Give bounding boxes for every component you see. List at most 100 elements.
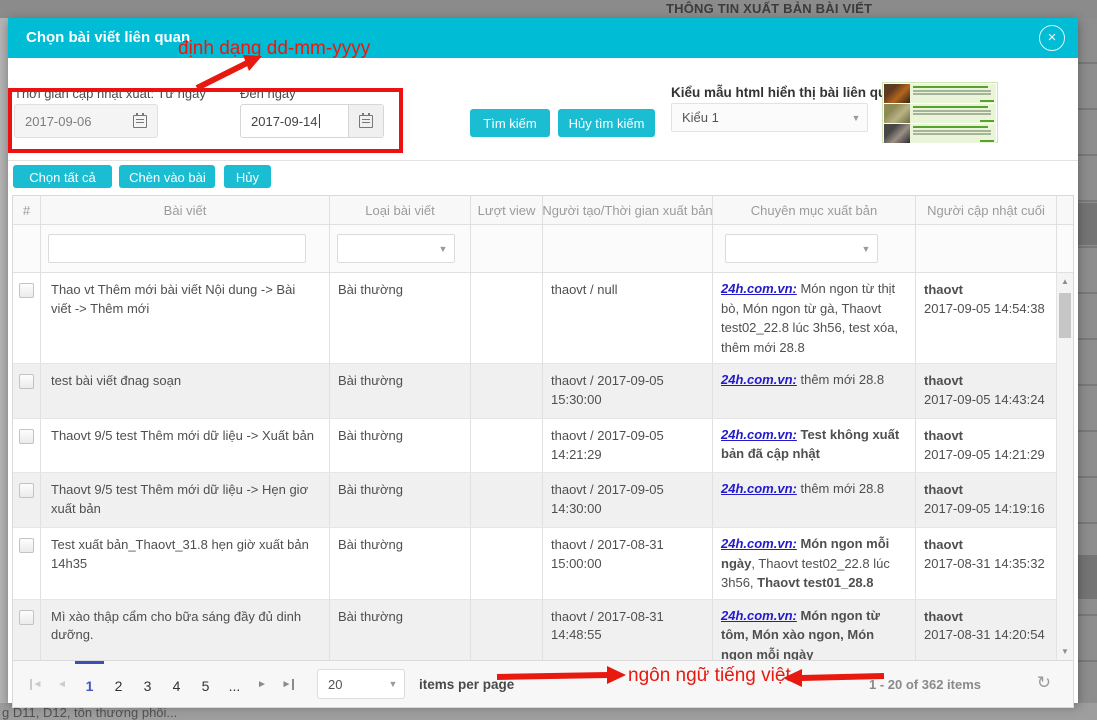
to-date-calendar-button[interactable]: [348, 105, 383, 137]
publish-category: 24h.com.vn: Món ngon từ tôm, Món xào ngo…: [712, 599, 915, 660]
background-bottom-text: g D11, D12, tổn thương phổi...: [2, 705, 178, 720]
article-views: [470, 364, 542, 418]
article-type: Bài thường: [329, 599, 470, 660]
from-date-calendar-button[interactable]: [123, 105, 157, 137]
search-button[interactable]: Tìm kiếm: [470, 109, 550, 137]
table-row[interactable]: Thaovt 9/5 test Thêm mới dữ liệu -> Xuất…: [13, 418, 1056, 474]
select-all-button[interactable]: Chọn tất cả: [13, 165, 112, 188]
column-header[interactable]: Chuyên mục xuất bản: [712, 196, 915, 224]
article-title: Mì xào thập cẩm cho bữa sáng đầy đủ dinh…: [40, 599, 329, 660]
background-page-title: THÔNG TIN XUẤT BẢN BÀI VIẾT: [666, 1, 873, 16]
row-checkbox[interactable]: [19, 483, 34, 499]
category-source-link[interactable]: 24h.com.vn:: [721, 281, 797, 296]
pager-page-1[interactable]: 1: [75, 660, 104, 708]
publish-category: 24h.com.vn: Món ngon từ thịt bò, Món ngo…: [712, 273, 915, 363]
preview-photo: [884, 84, 910, 103]
cancel-button[interactable]: Hủy: [223, 165, 271, 188]
page-size-dropdown[interactable]: 20 ▼: [317, 669, 405, 699]
pager-page-...[interactable]: ...: [228, 677, 241, 694]
filter-cell-type: ▼: [329, 225, 470, 272]
scroll-up-icon[interactable]: ▲: [1061, 277, 1069, 286]
scroll-down-icon[interactable]: ▼: [1061, 647, 1069, 656]
to-date-value[interactable]: 2017-09-14: [251, 113, 320, 129]
updater-time: 2017-08-31 14:35:32: [924, 555, 1045, 571]
table-row[interactable]: test bài viết đnag soạn Bài thường thaovt …: [13, 364, 1056, 419]
pager-page-4[interactable]: 4: [172, 677, 181, 694]
to-date-picker[interactable]: 2017-09-14: [240, 104, 384, 138]
from-date-value[interactable]: 2017-09-06: [25, 113, 92, 129]
pager-next-icon[interactable]: ►: [257, 678, 267, 690]
filter-cell-index: [13, 225, 40, 272]
vertical-scrollbar[interactable]: ▲ ▼: [1056, 273, 1073, 660]
updater-time: 2017-09-05 14:21:29: [924, 446, 1045, 462]
article-filter-input[interactable]: [48, 234, 306, 263]
pager-page-5[interactable]: 5: [201, 677, 210, 694]
insert-into-article-button[interactable]: Chèn vào bài: [119, 165, 216, 188]
refresh-icon[interactable]: ↻: [1036, 673, 1051, 692]
from-date-picker[interactable]: 2017-09-06: [14, 104, 158, 138]
article-type: Bài thường: [329, 418, 470, 473]
pager-first-icon[interactable]: ◄: [23, 678, 49, 690]
article-type: Bài thường: [329, 273, 470, 363]
updater-time: 2017-09-05 14:43:24: [924, 391, 1045, 407]
column-header[interactable]: Người tạo/Thời gian xuất bản: [542, 196, 712, 224]
background-table-row: [1078, 555, 1097, 599]
row-checkbox-cell: [13, 473, 40, 527]
row-checkbox[interactable]: [19, 609, 34, 625]
preview-photo: [884, 104, 910, 123]
close-icon[interactable]: ×: [1039, 25, 1065, 51]
page-size-value: 20: [328, 676, 343, 692]
updater-name: thaovt: [924, 537, 963, 553]
filter-cell-filler: [1056, 225, 1073, 272]
category-source-link[interactable]: 24h.com.vn:: [721, 481, 797, 497]
column-header[interactable]: #: [22, 202, 31, 218]
creator-publish-time: thaovt / 2017-09-05 15:30:00: [542, 364, 712, 418]
pager-info: 1 - 20 of 362 items: [869, 677, 981, 692]
table-row[interactable]: Thaovt 9/5 test Thêm mới dữ liệu -> Hẹn …: [13, 473, 1056, 529]
row-checkbox-cell: [13, 528, 40, 599]
html-template-dropdown[interactable]: Kiểu 1 ▼: [671, 103, 868, 132]
column-header[interactable]: Lượt view: [470, 196, 542, 224]
type-filter-dropdown[interactable]: ▼: [337, 234, 455, 263]
table-row[interactable]: Test xuất bản_Thaovt_31.8 hẹn giờ xuất b…: [13, 528, 1056, 600]
filter-cell-category: ▼: [712, 225, 915, 272]
publish-category: 24h.com.vn: Món ngon mỗi ngày, Thaovt te…: [712, 528, 915, 599]
row-checkbox[interactable]: [19, 428, 34, 444]
row-checkbox[interactable]: [19, 283, 34, 298]
creator-publish-time: thaovt / null: [542, 273, 712, 363]
category-source-link[interactable]: 24h.com.vn:: [721, 607, 797, 623]
preview-text: [910, 104, 996, 123]
pager-last-icon[interactable]: ►: [275, 678, 301, 690]
row-checkbox[interactable]: [19, 374, 34, 389]
category-source-link[interactable]: 24h.com.vn:: [721, 536, 797, 552]
html-template-value: Kiểu 1: [682, 110, 719, 125]
pager-page-2[interactable]: 2: [114, 677, 123, 694]
chevron-down-icon: ▼: [438, 243, 448, 254]
row-checkbox-cell: [13, 273, 40, 363]
preview-photo: [884, 124, 910, 143]
scrollbar-thumb[interactable]: [1059, 293, 1071, 338]
column-header[interactable]: Người cập nhật cuối: [915, 196, 1056, 224]
chevron-down-icon: ▼: [388, 679, 398, 689]
row-checkbox[interactable]: [19, 538, 34, 554]
column-header[interactable]: Loại bài viết: [329, 196, 470, 224]
article-title: Thaovt 9/5 test Thêm mới dữ liệu -> Hẹn …: [40, 473, 329, 528]
column-header[interactable]: Bài viết: [40, 196, 329, 224]
category-source-link[interactable]: 24h.com.vn:: [721, 372, 797, 387]
cancel-search-button[interactable]: Hủy tìm kiếm: [558, 109, 655, 137]
grid-toolbar: Chọn tất cả Chèn vào bài Hủy: [8, 161, 1078, 195]
category-source-link[interactable]: 24h.com.vn:: [721, 426, 797, 442]
category-name: thêm mới 28.8: [796, 481, 885, 497]
category-filter-dropdown[interactable]: ▼: [725, 234, 878, 263]
table-row[interactable]: Mì xào thập cẩm cho bữa sáng đầy đủ dinh…: [13, 599, 1056, 660]
background-table-row: [1078, 203, 1097, 245]
category-name: , Thaovt test02_22.8 lúc 3h56,: [721, 555, 890, 591]
text-cursor: [318, 113, 320, 128]
category-name: Test không xuất bản đã cập nhật: [721, 426, 900, 462]
table-row[interactable]: Thao vt Thêm mới bài viết Nội dung -> Bà…: [13, 273, 1056, 364]
category-name: Món ngon từ tôm, Món xào ngon, Món ngon …: [721, 607, 880, 660]
last-updater: thaovt 2017-09-05 14:21:29: [915, 418, 1056, 473]
last-updater: thaovt 2017-08-31 14:20:54: [915, 599, 1056, 660]
pager-previous-icon[interactable]: ◄: [57, 678, 67, 690]
pager-page-3[interactable]: 3: [143, 677, 152, 694]
